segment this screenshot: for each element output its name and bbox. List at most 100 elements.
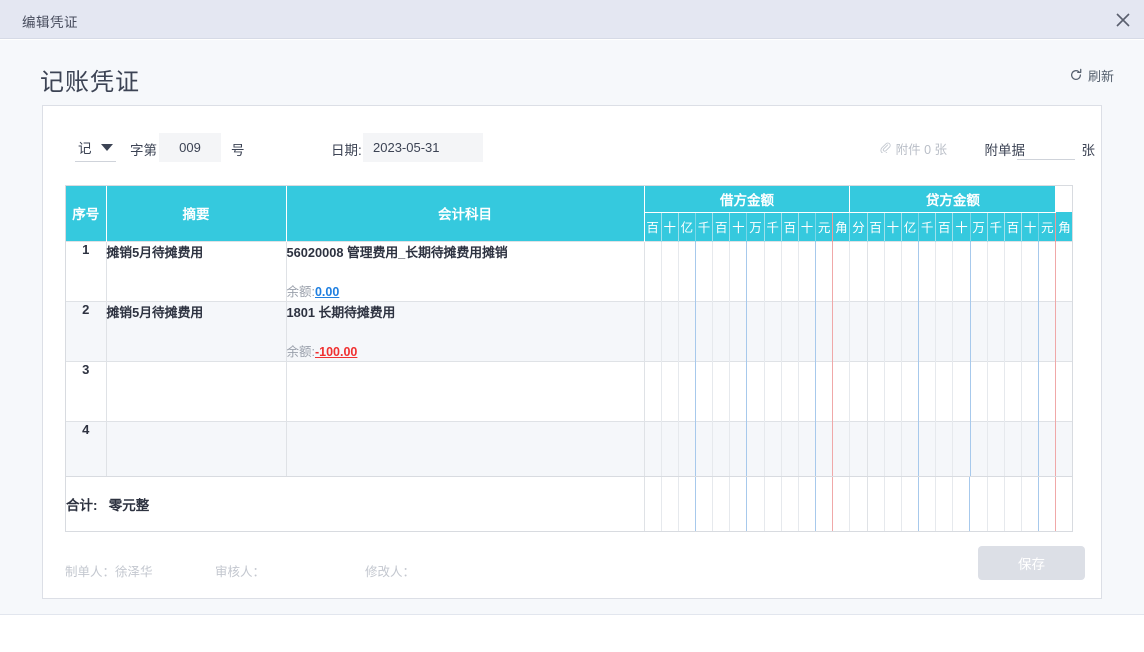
row-summary-cell[interactable]: 摊销5月待摊费用 [106, 240, 287, 301]
row-credit-digit-1[interactable] [884, 300, 902, 361]
row-summary-cell[interactable] [106, 420, 287, 476]
row-debit-digit-1[interactable] [661, 240, 679, 301]
row-debit-digit-12[interactable] [849, 360, 868, 421]
row-debit-digit-3[interactable] [695, 240, 714, 301]
row-debit-digit-2[interactable] [678, 240, 696, 301]
fudan-input[interactable] [1017, 134, 1075, 160]
row-debit-digit-11[interactable] [832, 300, 851, 361]
row-credit-digit-7[interactable] [987, 240, 1005, 301]
row-debit-digit-6[interactable] [746, 300, 765, 361]
row-credit-digit-8[interactable] [1004, 300, 1023, 361]
row-debit-digit-10[interactable] [815, 420, 834, 476]
row-debit-digit-12[interactable] [849, 240, 868, 301]
row-credit-digit-9[interactable] [1021, 240, 1040, 301]
row-credit-digit-10[interactable] [1038, 360, 1057, 421]
row-credit-digit-7[interactable] [987, 360, 1005, 421]
row-credit-digit-6[interactable] [970, 300, 988, 361]
attachment-link[interactable]: 附件 0 张 [879, 139, 947, 158]
row-debit-digit-0[interactable] [644, 240, 662, 301]
row-debit-digit-6[interactable] [746, 420, 765, 476]
row-debit-digit-12[interactable] [849, 300, 868, 361]
row-debit-digit-9[interactable] [798, 360, 817, 421]
voucher-kind-select[interactable]: 记 [75, 137, 116, 162]
row-credit-digit-10[interactable] [1038, 240, 1057, 301]
row-credit-digit-11[interactable] [1055, 360, 1072, 421]
row-credit-digit-6[interactable] [970, 420, 988, 476]
row-credit-digit-6[interactable] [970, 360, 988, 421]
row-debit-digit-8[interactable] [781, 300, 799, 361]
row-summary-cell[interactable]: 摊销5月待摊费用 [106, 300, 287, 361]
row-credit-digit-5[interactable] [952, 360, 971, 421]
row-debit-digit-11[interactable] [832, 240, 851, 301]
row-debit-digit-11[interactable] [832, 360, 851, 421]
row-debit-digit-7[interactable] [764, 300, 782, 361]
row-debit-digit-2[interactable] [678, 360, 696, 421]
row-debit-digit-10[interactable] [815, 240, 834, 301]
row-credit-digit-1[interactable] [884, 420, 902, 476]
row-credit-digit-11[interactable] [1055, 420, 1072, 476]
row-credit-digit-3[interactable] [918, 360, 937, 421]
row-credit-digit-2[interactable] [901, 240, 920, 301]
row-credit-digit-4[interactable] [935, 360, 954, 421]
row-debit-digit-5[interactable] [729, 240, 748, 301]
row-credit-digit-0[interactable] [867, 300, 885, 361]
row-credit-digit-5[interactable] [952, 300, 971, 361]
row-debit-digit-5[interactable] [729, 360, 748, 421]
row-credit-digit-5[interactable] [952, 240, 971, 301]
row-credit-digit-10[interactable] [1038, 300, 1057, 361]
row-debit-digit-0[interactable] [644, 300, 662, 361]
row-debit-digit-5[interactable] [729, 300, 748, 361]
row-credit-digit-7[interactable] [987, 300, 1005, 361]
row-debit-digit-11[interactable] [832, 420, 851, 476]
row-credit-digit-8[interactable] [1004, 360, 1023, 421]
row-credit-digit-4[interactable] [935, 420, 954, 476]
table-row[interactable]: 2 摊销5月待摊费用 1801 长期待摊费用 余额:-100.00 [66, 300, 1072, 361]
date-input[interactable]: 2023-05-31 [363, 133, 483, 162]
row-debit-digit-4[interactable] [712, 300, 731, 361]
row-credit-digit-9[interactable] [1021, 420, 1040, 476]
row-debit-digit-12[interactable] [849, 420, 868, 476]
row-credit-digit-0[interactable] [867, 360, 885, 421]
row-credit-digit-9[interactable] [1021, 300, 1040, 361]
row-debit-digit-3[interactable] [695, 300, 714, 361]
row-debit-digit-1[interactable] [661, 420, 679, 476]
row-credit-digit-4[interactable] [935, 240, 954, 301]
row-credit-digit-2[interactable] [901, 300, 920, 361]
row-credit-digit-7[interactable] [987, 420, 1005, 476]
row-credit-digit-11[interactable] [1055, 240, 1072, 301]
row-summary-cell[interactable] [106, 360, 287, 421]
row-credit-digit-0[interactable] [867, 420, 885, 476]
row-debit-digit-7[interactable] [764, 360, 782, 421]
row-credit-digit-1[interactable] [884, 240, 902, 301]
row-debit-digit-8[interactable] [781, 360, 799, 421]
row-credit-digit-8[interactable] [1004, 240, 1023, 301]
voucher-number-input[interactable]: 009 [159, 133, 221, 162]
row-debit-digit-6[interactable] [746, 360, 765, 421]
row-debit-digit-10[interactable] [815, 300, 834, 361]
row-debit-digit-4[interactable] [712, 240, 731, 301]
table-row[interactable]: 3 [66, 360, 1072, 421]
row-debit-digit-8[interactable] [781, 420, 799, 476]
row-debit-digit-5[interactable] [729, 420, 748, 476]
row-debit-digit-0[interactable] [644, 360, 662, 421]
row-credit-digit-2[interactable] [901, 420, 920, 476]
row-credit-digit-10[interactable] [1038, 420, 1057, 476]
row-credit-digit-9[interactable] [1021, 360, 1040, 421]
row-debit-digit-9[interactable] [798, 420, 817, 476]
row-credit-digit-11[interactable] [1055, 300, 1072, 361]
table-row[interactable]: 1 摊销5月待摊费用 56020008 管理费用_长期待摊费用摊销 余额:0.00 [66, 240, 1072, 301]
save-button[interactable]: 保存 [978, 546, 1085, 580]
row-credit-digit-3[interactable] [918, 300, 937, 361]
row-debit-digit-2[interactable] [678, 420, 696, 476]
row-debit-digit-6[interactable] [746, 240, 765, 301]
row-debit-digit-4[interactable] [712, 360, 731, 421]
row-debit-digit-4[interactable] [712, 420, 731, 476]
row-debit-digit-1[interactable] [661, 300, 679, 361]
table-row[interactable]: 4 [66, 420, 1072, 476]
row-credit-digit-0[interactable] [867, 240, 885, 301]
row-account-cell[interactable] [286, 360, 645, 421]
row-debit-digit-3[interactable] [695, 420, 714, 476]
row-credit-digit-6[interactable] [970, 240, 988, 301]
row-debit-digit-0[interactable] [644, 420, 662, 476]
row-debit-digit-7[interactable] [764, 240, 782, 301]
